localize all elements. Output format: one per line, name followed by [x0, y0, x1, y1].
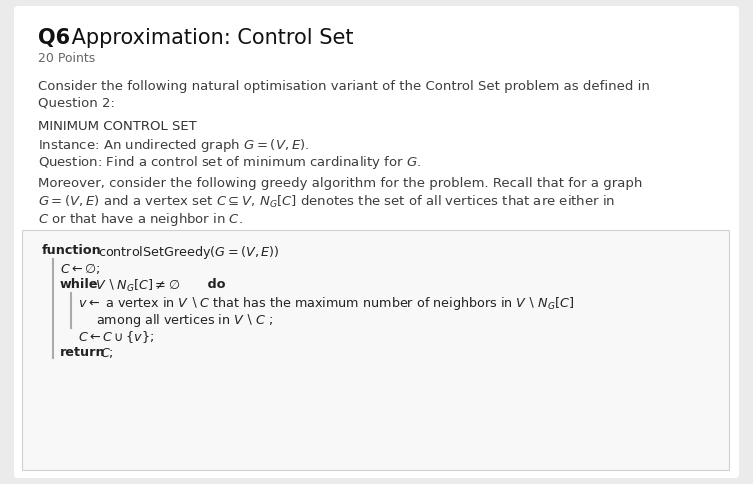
FancyBboxPatch shape: [14, 6, 739, 478]
Text: do: do: [203, 278, 225, 291]
Text: $V \setminus N_G[C] \neq \emptyset$: $V \setminus N_G[C] \neq \emptyset$: [95, 278, 180, 294]
Text: Question: Find a control set of minimum cardinality for $G$.: Question: Find a control set of minimum …: [38, 154, 421, 171]
Text: $C$;: $C$;: [100, 346, 114, 360]
Text: $C$ or that have a neighbor in $C$.: $C$ or that have a neighbor in $C$.: [38, 211, 243, 228]
Text: function: function: [42, 244, 102, 257]
Text: 20 Points: 20 Points: [38, 52, 95, 65]
Text: return: return: [60, 346, 105, 359]
Text: Consider the following natural optimisation variant of the Control Set problem a: Consider the following natural optimisat…: [38, 80, 650, 93]
Text: Question 2:: Question 2:: [38, 97, 115, 110]
Text: $G = (V, E)$ and a vertex set $C \subseteq V$, $N_G[C]$ denotes the set of all v: $G = (V, E)$ and a vertex set $C \subset…: [38, 194, 615, 210]
Text: Q6: Q6: [38, 28, 70, 48]
Text: Instance: An undirected graph $G = (V, E)$.: Instance: An undirected graph $G = (V, E…: [38, 137, 309, 154]
Text: Moreover, consider the following greedy algorithm for the problem. Recall that f: Moreover, consider the following greedy …: [38, 177, 642, 190]
Text: $C \leftarrow C \cup \{v\}$;: $C \leftarrow C \cup \{v\}$;: [78, 329, 154, 345]
Text: among all vertices in $V \setminus C$ ;: among all vertices in $V \setminus C$ ;: [96, 312, 273, 329]
Text: MINIMUM CONTROL SET: MINIMUM CONTROL SET: [38, 120, 197, 133]
FancyBboxPatch shape: [22, 230, 729, 470]
Text: controlSetGreedy$(G = (V, E))$: controlSetGreedy$(G = (V, E))$: [94, 244, 279, 261]
Text: while: while: [60, 278, 99, 291]
Text: $v \leftarrow$ a vertex in $V \setminus C$ that has the maximum number of neighb: $v \leftarrow$ a vertex in $V \setminus …: [78, 295, 575, 312]
Text: $C \leftarrow \emptyset$;: $C \leftarrow \emptyset$;: [60, 261, 101, 276]
Text: Approximation: Control Set: Approximation: Control Set: [65, 28, 353, 48]
